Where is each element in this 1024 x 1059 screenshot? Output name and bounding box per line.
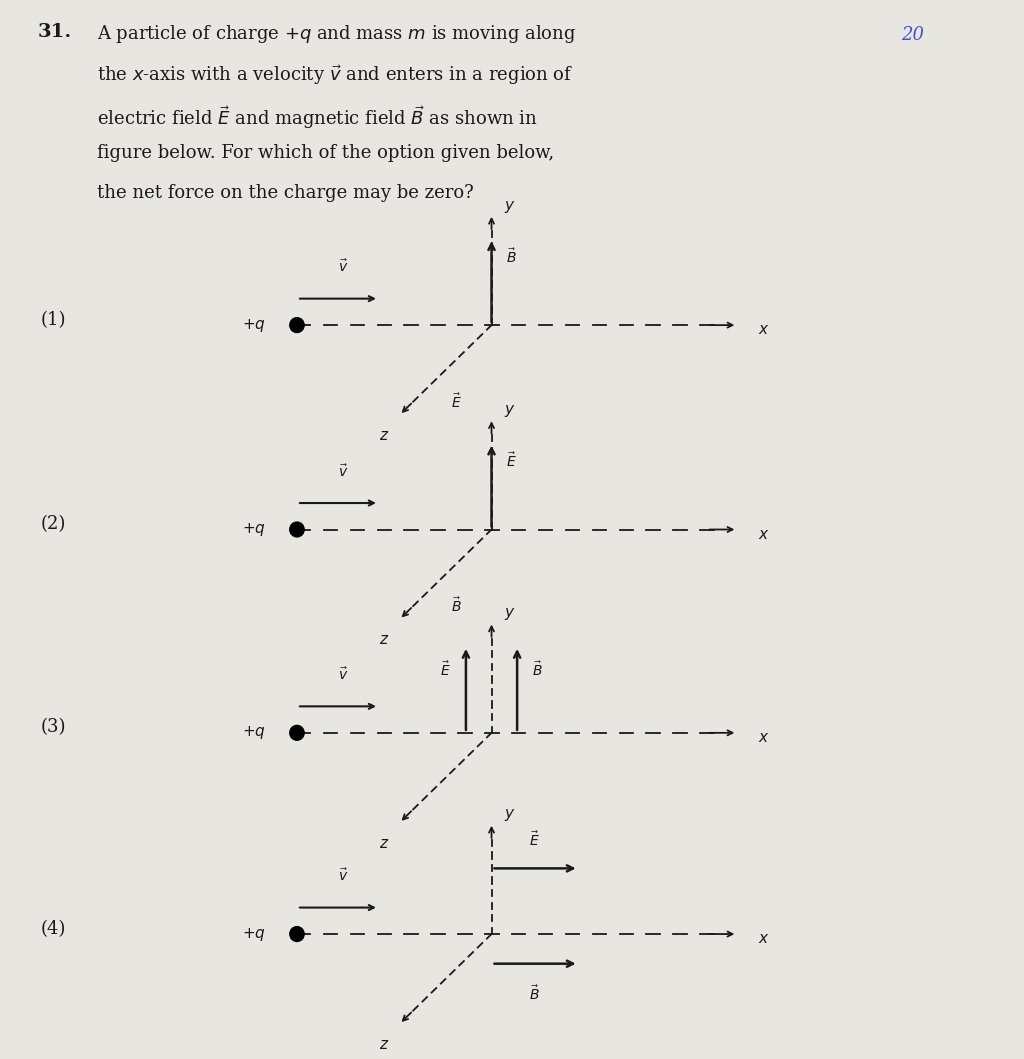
Text: $+q$: $+q$ — [243, 521, 266, 538]
Text: $\vec{E}$: $\vec{E}$ — [451, 392, 461, 411]
Text: $+q$: $+q$ — [243, 317, 266, 334]
Text: $+q$: $+q$ — [243, 724, 266, 741]
Text: $x$: $x$ — [758, 527, 769, 542]
Text: electric field $\vec{E}$ and magnetic field $\vec{B}$ as shown in: electric field $\vec{E}$ and magnetic fi… — [97, 104, 538, 130]
Text: the $x$-axis with a velocity $\vec{v}$ and enters in a region of: the $x$-axis with a velocity $\vec{v}$ a… — [97, 64, 573, 88]
Text: $\vec{B}$: $\vec{B}$ — [451, 596, 461, 615]
Text: $\vec{v}$: $\vec{v}$ — [338, 463, 348, 480]
Circle shape — [290, 927, 304, 941]
Text: $y$: $y$ — [504, 807, 515, 824]
Text: $\vec{v}$: $\vec{v}$ — [338, 867, 348, 884]
Text: $\vec{E}$: $\vec{E}$ — [440, 660, 451, 679]
Text: (2): (2) — [41, 516, 67, 533]
Text: $x$: $x$ — [758, 932, 769, 947]
Circle shape — [290, 318, 304, 333]
Text: $z$: $z$ — [379, 1038, 389, 1052]
Text: $y$: $y$ — [504, 402, 515, 419]
Text: $y$: $y$ — [504, 606, 515, 623]
Text: $z$: $z$ — [379, 633, 389, 647]
Text: $\vec{B}$: $\vec{B}$ — [506, 247, 516, 266]
Text: $z$: $z$ — [379, 837, 389, 850]
Text: $x$: $x$ — [758, 323, 769, 338]
Circle shape — [290, 522, 304, 537]
Text: figure below. For which of the option given below,: figure below. For which of the option gi… — [97, 144, 554, 162]
Text: (3): (3) — [41, 719, 67, 736]
Text: $z$: $z$ — [379, 429, 389, 443]
Text: $\vec{E}$: $\vec{E}$ — [529, 830, 540, 849]
Text: $\vec{E}$: $\vec{E}$ — [506, 451, 516, 470]
Text: $x$: $x$ — [758, 731, 769, 746]
Text: $y$: $y$ — [504, 198, 515, 215]
Text: (4): (4) — [41, 920, 67, 937]
Text: the net force on the charge may be zero?: the net force on the charge may be zero? — [97, 184, 474, 202]
Text: $\vec{B}$: $\vec{B}$ — [532, 660, 543, 679]
Text: $+q$: $+q$ — [243, 926, 266, 943]
Text: $\vec{B}$: $\vec{B}$ — [529, 985, 540, 1004]
Text: $\vec{v}$: $\vec{v}$ — [338, 258, 348, 275]
Text: 31.: 31. — [38, 23, 72, 41]
Text: A particle of charge $+q$ and mass $m$ is moving along: A particle of charge $+q$ and mass $m$ i… — [97, 23, 577, 46]
Text: $\vec{v}$: $\vec{v}$ — [338, 666, 348, 683]
Text: 20: 20 — [901, 26, 924, 44]
Circle shape — [290, 725, 304, 740]
Text: (1): (1) — [41, 311, 67, 328]
